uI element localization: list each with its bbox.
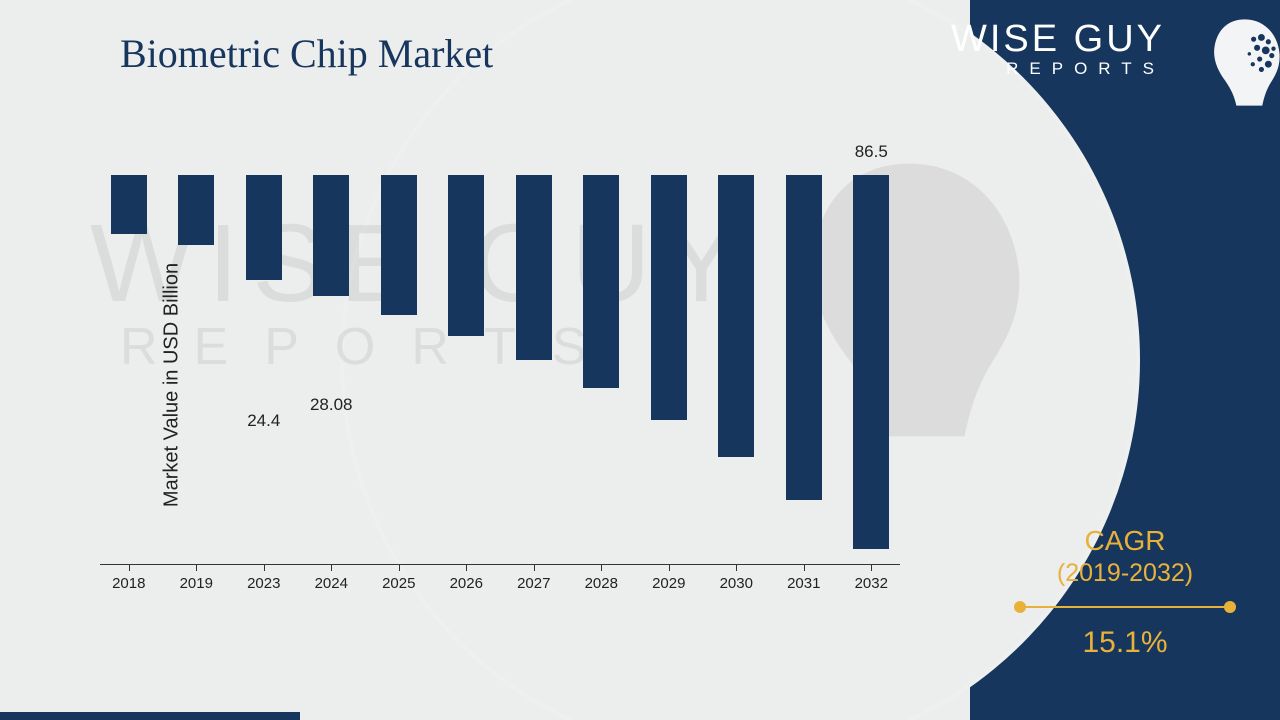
bar-value-label: 24.4 [247,411,280,435]
bar [178,175,214,245]
x-tick: 2031 [781,565,827,595]
bar [853,175,889,549]
bar-wrap [376,175,422,564]
bar-wrap [511,175,557,564]
cagr-label: CAGR [1010,525,1240,557]
x-tick: 2032 [849,565,895,595]
bars-container: 24.4 28.08 86.5 [100,175,900,564]
bar-wrap [646,175,692,564]
x-tick: 2026 [444,565,490,595]
bar [381,175,417,315]
bar [246,175,282,280]
x-tick: 2018 [106,565,152,595]
bar [111,175,147,234]
x-tick: 2030 [714,565,760,595]
bar [651,175,687,420]
bar [718,175,754,457]
bar-wrap [714,175,760,564]
x-tick: 2023 [241,565,287,595]
page-root: WISE GUY REPORTS Biometric Chip Market W… [0,0,1280,720]
bar [786,175,822,500]
x-tick: 2024 [309,565,355,595]
bar-wrap [444,175,490,564]
bar-wrap: 28.08 [309,175,355,564]
x-tick: 2027 [511,565,557,595]
x-tick: 2025 [376,565,422,595]
bar [583,175,619,388]
bar-chart: Market Value in USD Billion 24.428.0886.… [70,175,900,595]
cagr-block: CAGR (2019-2032) 15.1% [1010,525,1240,660]
plot-area: 24.4 28.08 86.5 [100,175,900,565]
logo-line2: REPORTS [951,59,1165,79]
logo-line1: WISE GUY [951,18,1165,61]
bar-wrap: 86.5 [849,175,895,564]
bar-value-label: 28.08 [310,395,353,419]
x-tick: 2029 [646,565,692,595]
bar-wrap [174,175,220,564]
bottom-accent-bar [0,712,300,720]
bar-wrap: 24.4 [241,175,287,564]
x-axis: 2018 2019 2023 2024 2025 2026 2027 2028 2029 2030… [100,565,900,595]
bar [313,175,349,296]
bar-wrap [579,175,625,564]
x-tick: 2019 [174,565,220,595]
chart-title: Biometric Chip Market [120,30,493,77]
logo-head-icon [1200,15,1280,110]
cagr-value: 15.1% [1010,626,1240,660]
x-tick: 2028 [579,565,625,595]
bar-wrap [781,175,827,564]
bar [516,175,552,360]
bar-value-label: 86.5 [855,142,888,166]
bar-wrap [106,175,152,564]
bar [448,175,484,336]
brand-logo: WISE GUY REPORTS [951,18,1165,79]
cagr-range: (2019-2032) [1010,559,1240,588]
cagr-rule [1020,606,1230,608]
